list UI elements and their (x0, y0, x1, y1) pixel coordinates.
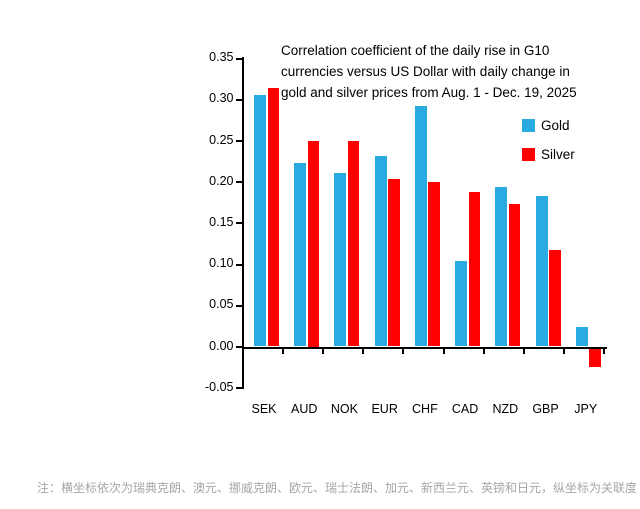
bar-silver-NOK (347, 141, 360, 347)
x-axis-tick (362, 348, 365, 354)
y-axis-tick (235, 387, 242, 390)
y-axis-tick (235, 346, 242, 348)
legend-label-silver: Silver (541, 147, 575, 162)
chart-title-line-2: currencies versus US Dollar with daily c… (281, 64, 570, 79)
bar-gold-CAD (455, 260, 468, 347)
x-axis-tick (603, 348, 606, 354)
y-axis-line (241, 57, 244, 389)
footnote: 注：横坐标依次为瑞典克朗、澳元、挪威克朗、欧元、瑞士法朗、加元、新西兰元、英镑和… (37, 481, 638, 495)
x-axis-tick (442, 348, 445, 354)
chart-title-line-3: gold and silver prices from Aug. 1 - Dec… (281, 85, 577, 100)
x-axis-category-label: CHF (412, 402, 438, 416)
bar-silver-JPY (589, 348, 601, 368)
x-axis-category-label: JPY (574, 402, 598, 416)
gold-swatch-icon (522, 119, 535, 132)
x-axis-category-label: AUD (291, 402, 318, 416)
bar-gold-SEK (254, 95, 266, 347)
x-axis-tick (321, 348, 324, 354)
bar-silver-CAD (468, 191, 481, 347)
x-axis-category-label: NZD (492, 402, 519, 416)
x-axis-category-label: NOK (330, 402, 358, 416)
bar-silver-AUD (307, 140, 320, 347)
y-axis-tick-label: 0.00 (209, 338, 234, 353)
y-axis-tick-label: -0.05 (205, 379, 234, 394)
y-axis-tick-label: 0.35 (209, 50, 234, 65)
legend-label-gold: Gold (541, 118, 570, 133)
x-axis-tick (281, 348, 284, 354)
x-axis-category-label: EUR (371, 402, 398, 416)
legend: Gold Silver (522, 118, 575, 162)
x-axis-category-label: GBP (532, 402, 559, 416)
y-axis-tick (235, 181, 242, 184)
x-axis-tick (402, 348, 405, 354)
silver-swatch-icon (522, 148, 535, 161)
bar-gold-GBP (535, 195, 548, 347)
bar-gold-EUR (374, 156, 387, 347)
x-axis-tick (482, 348, 485, 354)
chart-title: Correlation coefficient of the daily ris… (281, 40, 631, 103)
bar-silver-EUR (388, 179, 400, 347)
bar-gold-CHF (414, 105, 427, 347)
legend-item-gold: Gold (522, 118, 575, 133)
bar-gold-AUD (294, 162, 307, 347)
x-axis-tick (563, 348, 566, 354)
bar-gold-NZD (495, 187, 508, 347)
y-axis-tick (235, 98, 242, 101)
bar-gold-JPY (575, 326, 588, 347)
x-axis-tick (241, 348, 244, 354)
y-axis-tick (235, 57, 242, 60)
y-axis-tick-label: 0.25 (209, 132, 234, 147)
bar-silver-CHF (428, 181, 440, 347)
bar-silver-GBP (549, 250, 561, 347)
y-axis-tick (235, 222, 242, 225)
bar-silver-SEK (267, 87, 279, 347)
chart-title-line-1: Correlation coefficient of the daily ris… (281, 43, 550, 58)
y-axis-tick (235, 140, 242, 142)
y-axis-tick-label: 0.15 (209, 214, 234, 229)
y-axis-tick-label: 0.10 (209, 256, 234, 271)
y-axis-tick-label: 0.05 (209, 297, 234, 312)
x-axis-line (241, 346, 608, 349)
bar-silver-NZD (508, 203, 521, 347)
bar-gold-NOK (334, 173, 347, 347)
x-axis-category-label: SEK (251, 402, 277, 416)
x-axis-tick (523, 348, 526, 354)
x-axis-category-label: CAD (451, 402, 479, 416)
y-axis-tick (235, 263, 242, 266)
legend-item-silver: Silver (522, 147, 575, 162)
y-axis-tick (235, 304, 242, 307)
y-axis-tick-label: 0.30 (209, 91, 234, 106)
y-axis-tick-label: 0.20 (209, 173, 234, 188)
